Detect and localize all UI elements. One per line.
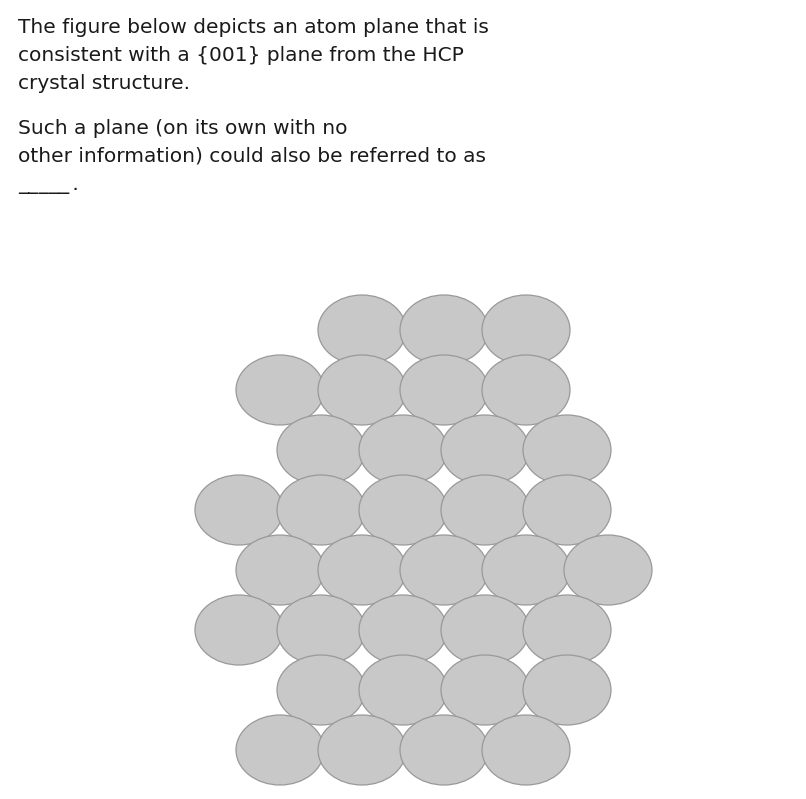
Ellipse shape [359, 475, 447, 545]
Ellipse shape [441, 475, 529, 545]
Ellipse shape [400, 295, 488, 365]
Ellipse shape [318, 355, 406, 425]
Ellipse shape [359, 655, 447, 725]
Ellipse shape [400, 535, 488, 605]
Ellipse shape [482, 715, 570, 785]
Ellipse shape [523, 595, 611, 665]
Ellipse shape [359, 415, 447, 485]
Text: consistent with a {001} plane from the HCP: consistent with a {001} plane from the H… [18, 46, 464, 65]
Ellipse shape [441, 415, 529, 485]
Ellipse shape [564, 535, 652, 605]
Ellipse shape [277, 415, 365, 485]
Ellipse shape [359, 595, 447, 665]
Ellipse shape [277, 475, 365, 545]
Ellipse shape [482, 355, 570, 425]
Ellipse shape [400, 715, 488, 785]
Ellipse shape [318, 535, 406, 605]
Ellipse shape [236, 535, 324, 605]
Text: Such a plane (on its own with no: Such a plane (on its own with no [18, 119, 347, 137]
Ellipse shape [482, 295, 570, 365]
Ellipse shape [523, 415, 611, 485]
Ellipse shape [400, 355, 488, 425]
Ellipse shape [441, 595, 529, 665]
Ellipse shape [277, 595, 365, 665]
Ellipse shape [523, 655, 611, 725]
Ellipse shape [195, 475, 283, 545]
Ellipse shape [236, 355, 324, 425]
Ellipse shape [236, 715, 324, 785]
Ellipse shape [277, 655, 365, 725]
Ellipse shape [523, 475, 611, 545]
Text: crystal structure.: crystal structure. [18, 74, 190, 93]
Ellipse shape [441, 655, 529, 725]
Text: .: . [66, 175, 79, 194]
Text: other information) could also be referred to as: other information) could also be referre… [18, 147, 486, 166]
Ellipse shape [195, 595, 283, 665]
Text: _____: _____ [18, 175, 69, 194]
Ellipse shape [482, 535, 570, 605]
Text: The figure below depicts an atom plane that is: The figure below depicts an atom plane t… [18, 18, 489, 37]
Ellipse shape [318, 715, 406, 785]
Ellipse shape [318, 295, 406, 365]
